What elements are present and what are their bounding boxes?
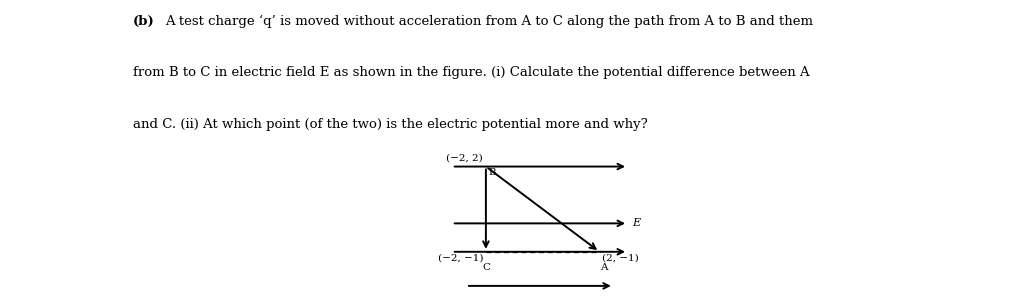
Text: E: E	[632, 218, 640, 228]
Text: (−2, −1): (−2, −1)	[437, 253, 483, 262]
Text: A: A	[600, 263, 607, 272]
Text: (−2, 2): (−2, 2)	[446, 153, 483, 162]
Text: C: C	[482, 263, 489, 272]
Text: (b): (b)	[133, 15, 155, 28]
Text: A test charge ‘q’ is moved without acceleration from A to C along the path from : A test charge ‘q’ is moved without accel…	[165, 15, 813, 28]
Text: B: B	[488, 168, 496, 177]
Text: from B to C in electric field E as shown in the figure. (i) Calculate the potent: from B to C in electric field E as shown…	[133, 66, 810, 79]
Text: and C. (ii) At which point (of the two) is the electric potential more and why?: and C. (ii) At which point (of the two) …	[133, 118, 648, 130]
Text: (2, −1): (2, −1)	[602, 253, 639, 262]
